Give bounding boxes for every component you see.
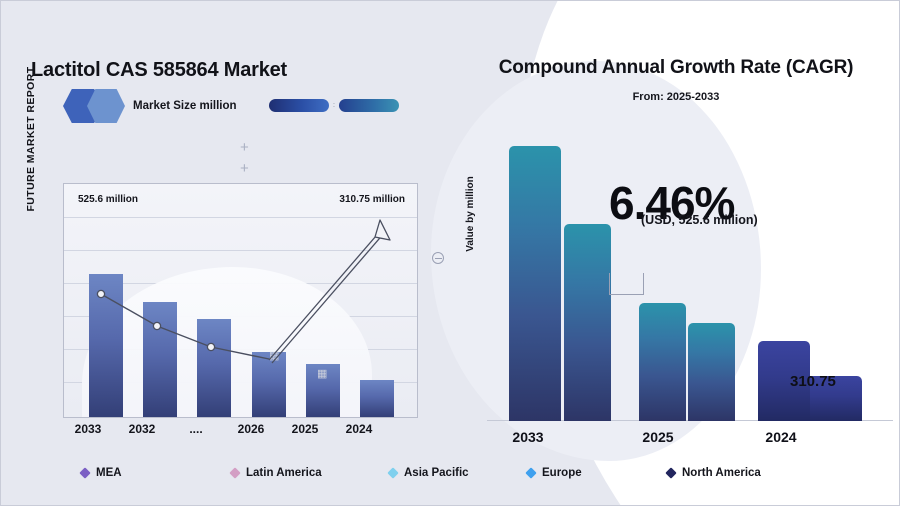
cagr-subvalue: (USD, 525.6 million) [641,213,758,227]
plus-icon: + [240,139,249,156]
elbow-decoration [609,273,643,295]
bar-2025-primary [639,303,686,421]
legend-item-latin-america: Latin America [229,467,389,479]
bar-2033-secondary [564,224,611,421]
legend-label: Asia Pacific [404,467,469,479]
x-tick-2032: 2032 [128,422,156,436]
x-tick-right-2024: 2024 [765,429,797,445]
legend-item-north-america: North America [665,467,761,479]
bar-2025 [306,364,340,417]
cagr-value: 6.46% [609,177,735,229]
legend-dot-icon [387,467,399,479]
bar-2032 [143,302,177,417]
bar-2024-primary [758,341,810,421]
x-tick-right-2025: 2025 [642,429,674,445]
legend-dot-icon [229,467,241,479]
legend-label: Latin America [246,467,322,479]
minus-circle-icon [432,252,444,264]
faint-doc-icon: ▦ [317,368,328,380]
legend-item-mea: MEA [79,467,231,479]
right-chart-end-value-label: 310.75 [790,373,836,390]
right-chart-plot-area [481,121,893,421]
faint-doc-icon: ▦ [269,350,280,362]
x-tick-2033: 2033 [74,422,102,436]
x-tick-2025: 2025 [291,422,319,436]
x-tick-dots: .... [189,422,203,436]
legend-label: North America [682,467,761,479]
hexagon-logo-icon [63,89,125,123]
legend-dot-icon [665,467,677,479]
legend-label: Europe [542,467,582,479]
bar-2024-secondary [810,376,862,421]
right-chart-y-axis-label: Value by million [465,176,476,252]
bar-2033-primary [509,146,561,421]
left-chart-plot-area: 525.6 million 310.75 million ▦ ▦ [63,183,418,418]
logo-caption: Market Size million [133,100,237,112]
x-tick-2026: 2026 [237,422,265,436]
left-panel: Lactitol CAS 585864 Market Market Size m… [1,1,451,505]
legend-item-asia-pacific: Asia Pacific [387,467,527,479]
plus-icon: + [240,160,249,177]
pill-shape-right [338,99,399,112]
legend-label: MEA [96,467,122,479]
cagr-title: Compound Annual Growth Rate (CAGR) [498,57,854,78]
bar-2025-secondary [688,323,735,421]
logo-row: Market Size million [63,89,237,123]
right-panel: Compound Annual Growth Rate (CAGR) From:… [432,1,899,505]
pill-decoration-row: : [269,99,399,112]
page-title: Lactitol CAS 585864 Market [31,59,288,81]
pill-separator: : [333,102,335,109]
bar-dots [197,319,231,417]
legend-dot-icon [525,467,537,479]
chart-legend: MEA Latin America Asia Pacific Europe No… [79,467,811,479]
legend-dot-icon [79,467,91,479]
bar-2024 [360,380,394,417]
elbow-decoration-tick [643,273,644,295]
legend-item-europe: Europe [525,467,667,479]
x-tick-2024: 2024 [345,422,373,436]
left-chart-y-axis-label: FUTURE MARKET REPORT [25,66,37,212]
pill-shape-left [269,99,329,112]
left-chart-start-value-label: 525.6 million [78,194,139,205]
bar-2033 [89,274,123,417]
cagr-range: From: 2025-2033 [632,91,720,103]
left-chart-end-value-label: 310.75 million [339,194,405,205]
x-tick-right-2033: 2033 [512,429,544,445]
